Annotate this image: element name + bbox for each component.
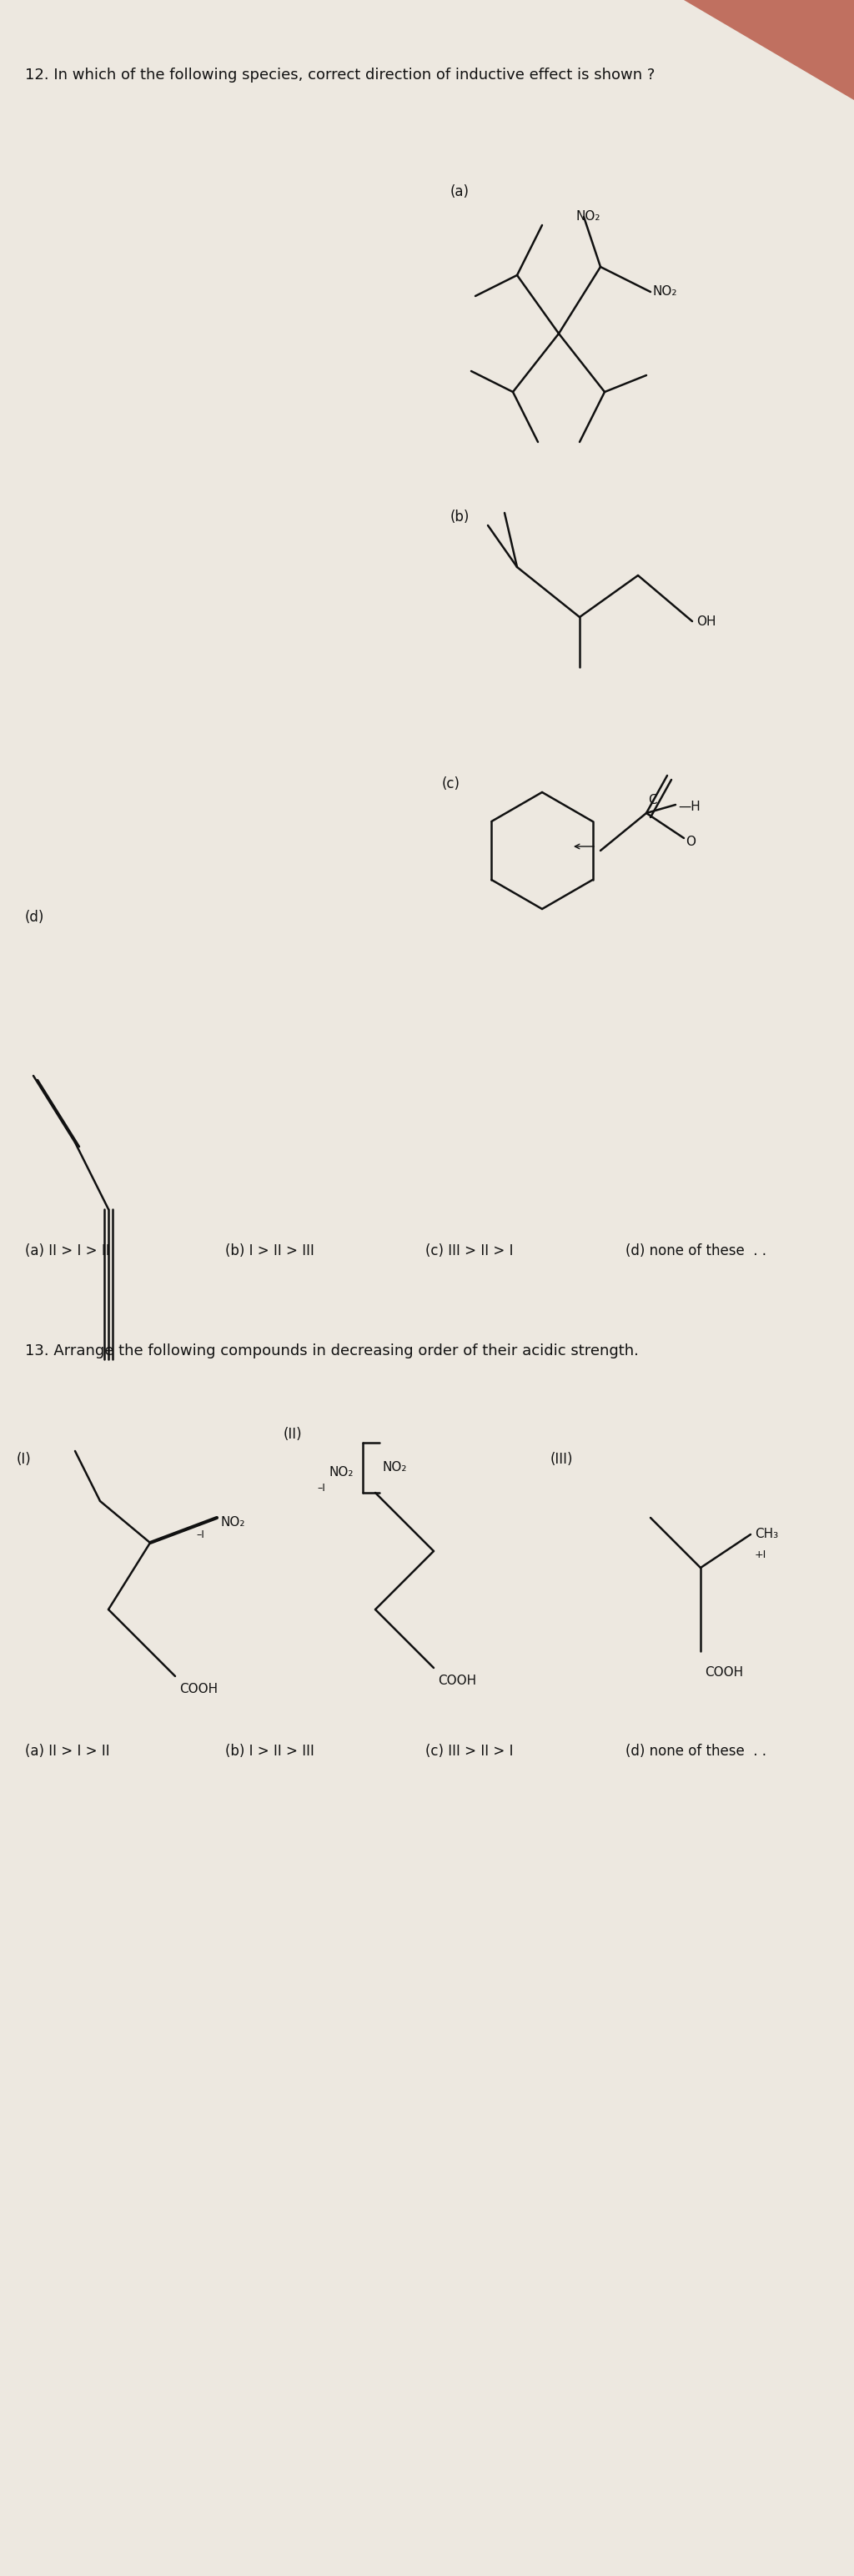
Text: (I): (I) bbox=[17, 1453, 32, 1466]
Text: COOH: COOH bbox=[705, 1667, 743, 1680]
Text: (c) III > II > I: (c) III > II > I bbox=[425, 1244, 513, 1260]
Text: 13. Arrange the following compounds in decreasing order of their acidic strength: 13. Arrange the following compounds in d… bbox=[25, 1345, 639, 1358]
Text: (II): (II) bbox=[284, 1427, 302, 1443]
Text: (b): (b) bbox=[450, 510, 470, 526]
Text: NO₂: NO₂ bbox=[221, 1515, 246, 1528]
Text: (d): (d) bbox=[25, 909, 44, 925]
Text: NO₂: NO₂ bbox=[330, 1466, 354, 1479]
Text: +I: +I bbox=[755, 1551, 767, 1561]
Text: NO₂: NO₂ bbox=[382, 1461, 407, 1473]
Text: (a) II > I > II: (a) II > I > II bbox=[25, 1244, 110, 1260]
Text: (b) I > II > III: (b) I > II > III bbox=[225, 1244, 314, 1260]
Text: 12. In which of the following species, correct direction of inductive effect is : 12. In which of the following species, c… bbox=[25, 67, 655, 82]
Polygon shape bbox=[684, 0, 854, 100]
Text: (c) III > II > I: (c) III > II > I bbox=[425, 1744, 513, 1759]
Text: (c): (c) bbox=[442, 775, 460, 791]
Text: (a): (a) bbox=[450, 185, 470, 198]
Text: –I: –I bbox=[317, 1484, 325, 1494]
Text: (b) I > II > III: (b) I > II > III bbox=[225, 1744, 314, 1759]
Text: COOH: COOH bbox=[438, 1674, 477, 1687]
Text: —H: —H bbox=[678, 801, 700, 814]
Text: COOH: COOH bbox=[179, 1682, 218, 1695]
Text: OH: OH bbox=[696, 616, 716, 629]
Text: (d) none of these  . .: (d) none of these . . bbox=[625, 1244, 766, 1260]
Text: –I: –I bbox=[196, 1530, 204, 1540]
Text: NO₂: NO₂ bbox=[576, 211, 600, 224]
Text: (III): (III) bbox=[551, 1453, 573, 1466]
Text: NO₂: NO₂ bbox=[653, 286, 677, 299]
Text: CH₃: CH₃ bbox=[755, 1528, 778, 1540]
Text: C: C bbox=[648, 793, 657, 806]
Text: (a) II > I > II: (a) II > I > II bbox=[25, 1744, 110, 1759]
Text: O: O bbox=[686, 837, 695, 848]
Text: (d) none of these  . .: (d) none of these . . bbox=[625, 1744, 766, 1759]
